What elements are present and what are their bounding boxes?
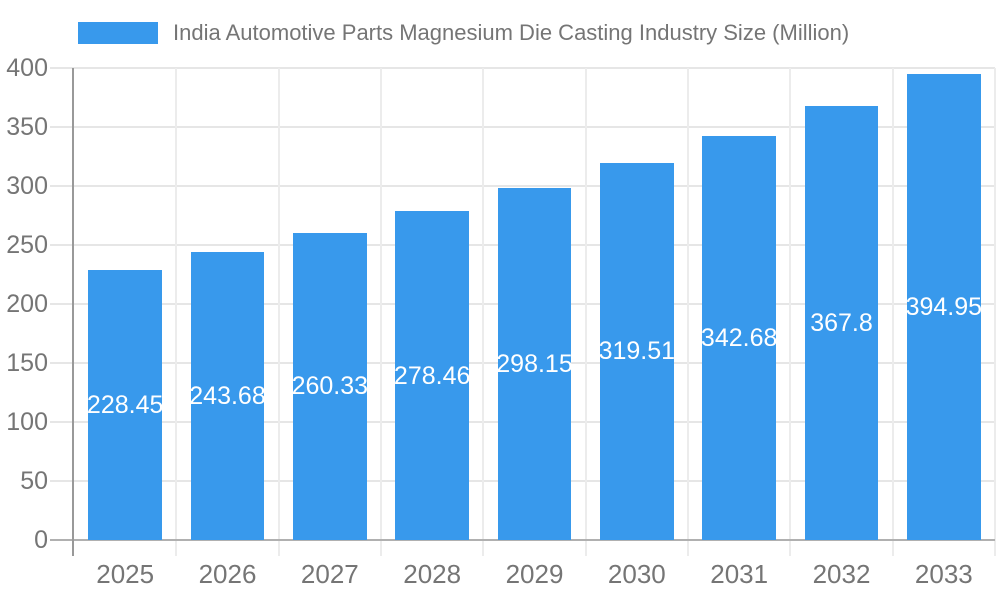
x-tick-label: 2029 [505, 559, 564, 589]
y-tick-label: 400 [6, 54, 48, 82]
x-gridline [687, 68, 689, 556]
y-gridline [50, 67, 995, 69]
bar[interactable] [292, 232, 367, 540]
y-tick-label: 0 [34, 526, 48, 554]
bar[interactable] [497, 188, 572, 540]
x-gridline [789, 68, 792, 556]
bar[interactable] [702, 135, 776, 540]
legend-color-swatch [78, 22, 158, 44]
y-tick-label: 150 [6, 349, 48, 377]
bar[interactable] [88, 270, 162, 540]
x-tick-label: 2028 [403, 559, 462, 589]
y-tick-label: 100 [6, 408, 48, 436]
x-axis-line [50, 539, 995, 541]
x-gridline [277, 68, 280, 556]
y-tick-label: 200 [6, 290, 48, 318]
x-tick-label: 2032 [812, 559, 871, 589]
x-tick-label: 2027 [300, 559, 359, 589]
x-tick-label: 2031 [710, 559, 769, 589]
y-tick-label: 300 [6, 172, 48, 200]
y-gridline [50, 185, 995, 187]
x-tick-label: 2033 [914, 559, 973, 589]
x-gridline [994, 68, 996, 556]
x-tick-label: 2030 [607, 559, 666, 589]
bar[interactable] [190, 252, 265, 540]
y-tick-label: 50 [20, 467, 48, 495]
chart-legend[interactable]: India Automotive Parts Magnesium Die Cas… [78, 22, 849, 44]
x-gridline [380, 68, 382, 556]
x-tick-label: 2025 [96, 559, 155, 589]
x-gridline [584, 68, 587, 556]
legend-series-label: India Automotive Parts Magnesium Die Cas… [173, 20, 850, 45]
y-gridline [50, 126, 995, 128]
x-gridline [175, 68, 178, 556]
y-tick-label: 350 [6, 113, 48, 141]
y-tick-label: 250 [6, 231, 48, 259]
x-tick-label: 2026 [198, 559, 257, 589]
x-gridline [891, 68, 894, 556]
x-gridline [482, 68, 485, 556]
bar[interactable] [599, 162, 674, 540]
bar[interactable] [804, 105, 879, 540]
y-axis-line [72, 68, 74, 556]
bar[interactable] [906, 73, 981, 540]
bar[interactable] [395, 211, 469, 540]
